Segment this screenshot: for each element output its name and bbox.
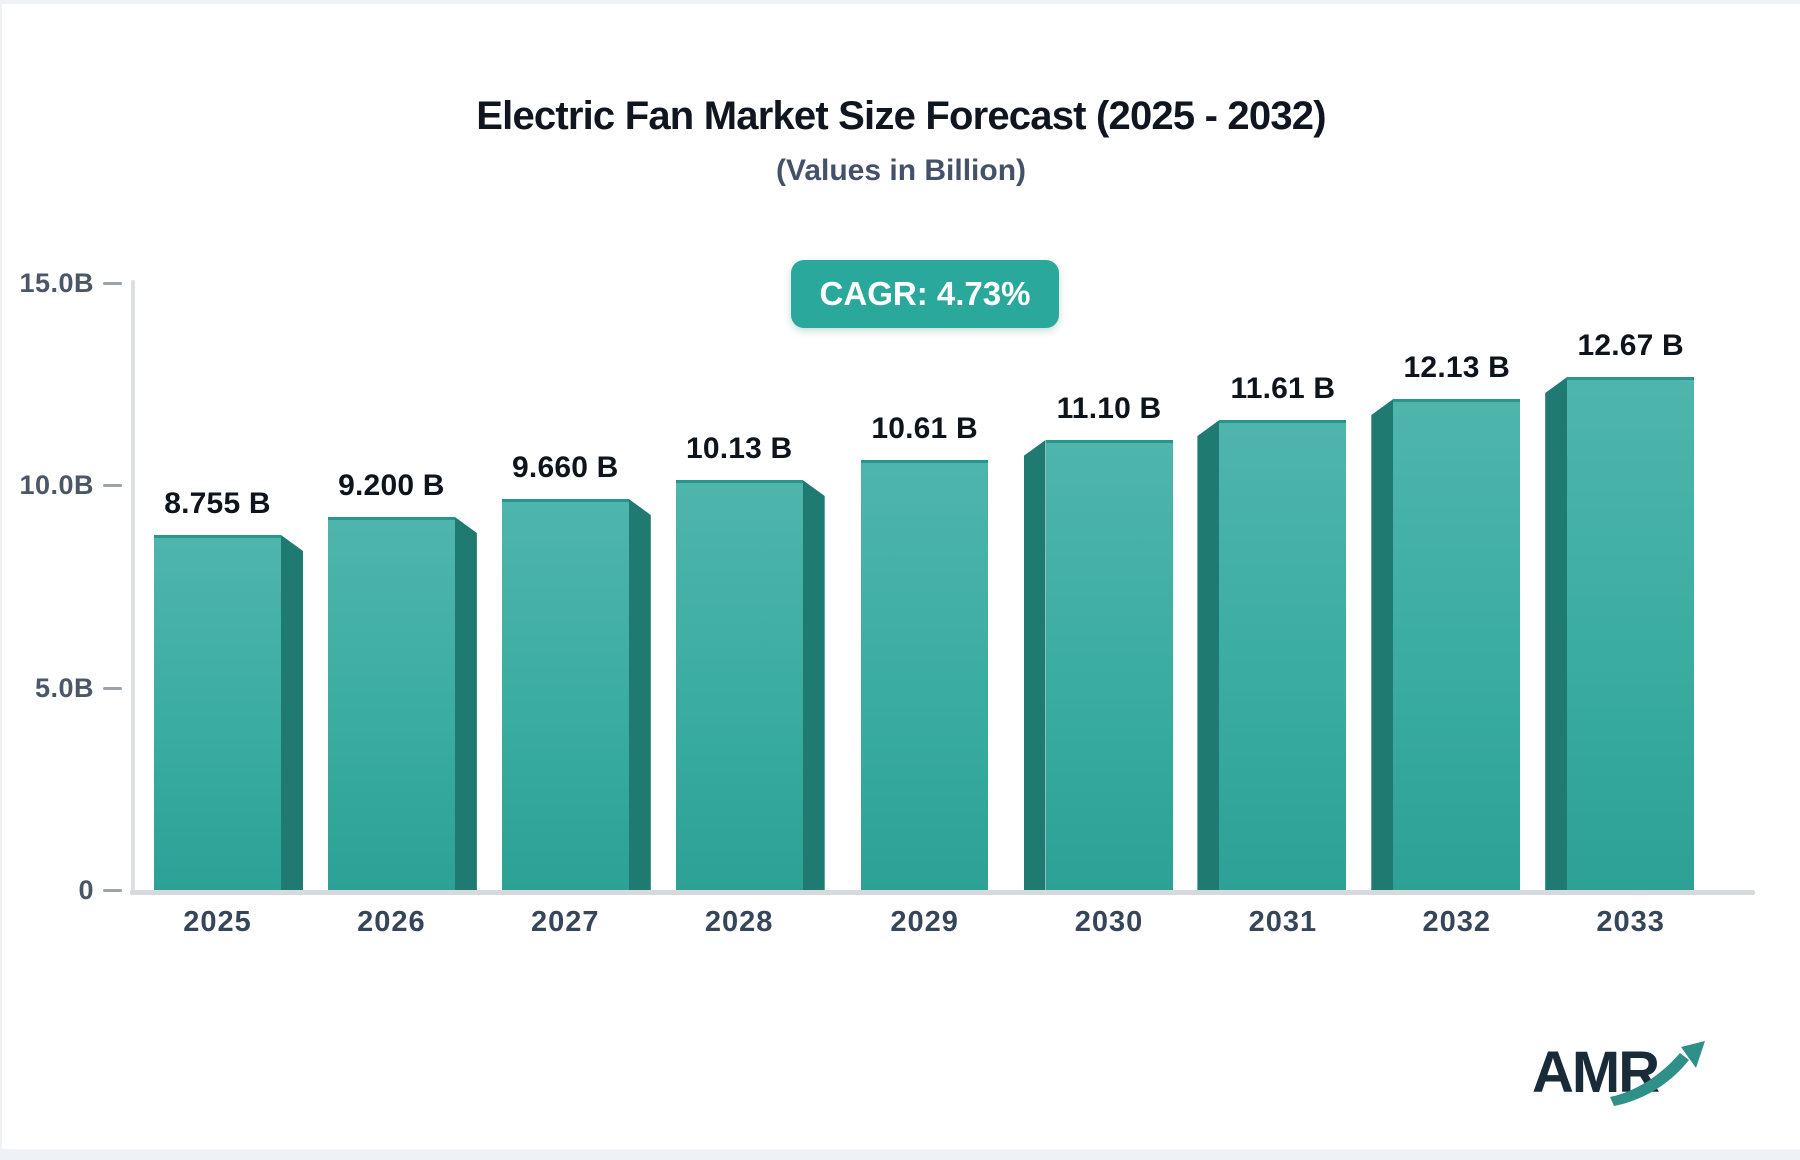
y-tick-mark	[103, 686, 122, 690]
bar-side-panel	[1545, 377, 1568, 890]
y-tick-label: 0	[78, 875, 94, 905]
bar-2025	[154, 535, 281, 890]
bar-value-label: 9.660 B	[512, 451, 619, 484]
x-axis-label: 2032	[1422, 906, 1492, 938]
bar-2033	[1567, 377, 1695, 890]
bar-value-label: 11.10 B	[1056, 392, 1162, 425]
x-axis-label: 2027	[531, 906, 600, 938]
bar-2026	[327, 517, 455, 890]
bar-2027	[501, 499, 629, 890]
bar-value-label: 12.13 B	[1403, 351, 1511, 384]
bar-side-panel	[1371, 399, 1394, 890]
y-tick-mark	[103, 484, 122, 487]
bar-value-label: 8.755 B	[164, 487, 271, 520]
bar-value-label: 12.67 B	[1577, 329, 1684, 362]
bar-value-label: 9.200 B	[338, 469, 445, 502]
bar-2029	[861, 460, 989, 890]
bar-side-panel	[802, 480, 825, 890]
bar-side-panel	[628, 499, 651, 890]
chart-card: Electric Fan Market Size Forecast (2025 …	[2, 4, 1800, 1149]
bar-2031	[1219, 420, 1347, 890]
y-tick-label: 5.0B	[34, 672, 94, 703]
bar-2030	[1045, 440, 1173, 890]
bar-2028	[675, 480, 803, 890]
cagr-badge: CAGR: 4.73%	[791, 260, 1059, 328]
bar-side-panel	[1023, 440, 1046, 890]
x-axis-label: 2030	[1074, 906, 1144, 938]
x-axis-label: 2029	[890, 906, 959, 938]
chart-title: Electric Fan Market Size Forecast (2025 …	[476, 94, 1326, 138]
x-axis-label: 2026	[357, 906, 426, 938]
bar-side-panel	[1197, 420, 1220, 890]
x-axis-label: 2031	[1248, 906, 1318, 938]
x-axis-line	[130, 890, 1755, 895]
x-axis-label: 2033	[1596, 906, 1665, 938]
y-tick-label: 10.0B	[19, 470, 94, 500]
y-tick-mark	[103, 281, 122, 285]
x-axis-label: 2025	[183, 906, 252, 938]
amr-logo: AMR	[1532, 1040, 1705, 1106]
bar-value-label: 10.61 B	[871, 412, 978, 445]
amr-logo-arrow-icon	[1610, 1053, 1689, 1106]
bar-side-panel	[454, 517, 477, 890]
chart-subtitle: (Values in Billion)	[775, 154, 1027, 187]
bar-2032	[1393, 399, 1521, 890]
bar-side-panel	[281, 535, 303, 890]
bar-value-label: 10.13 B	[685, 432, 793, 465]
y-tick-mark	[103, 889, 122, 892]
x-axis-label: 2028	[704, 906, 774, 938]
bar-value-label: 11.61 B	[1230, 372, 1336, 405]
y-axis-line	[131, 280, 135, 892]
amr-logo-arrowhead-icon	[1681, 1041, 1705, 1068]
bar-chart-plot: 0 5.0B 10.0B 15.0B 8.755 B 2025 9.200 B 2026 9.6…	[2, 4, 1800, 1160]
cagr-badge-label: CAGR: 4.73%	[819, 275, 1031, 312]
y-tick-label: 15.0B	[19, 267, 94, 298]
